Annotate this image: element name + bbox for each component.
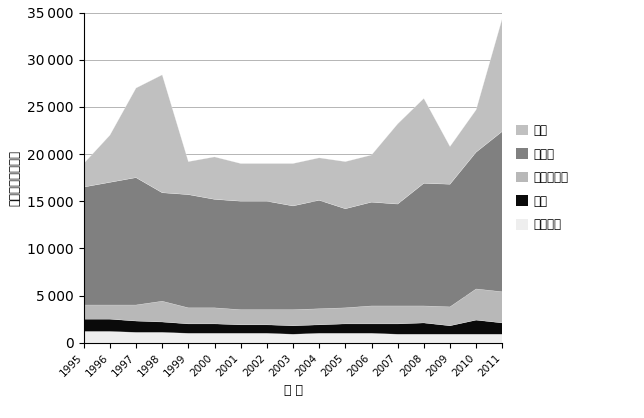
X-axis label: 年 份: 年 份: [283, 384, 303, 397]
Legend: 印度, 肯尼亚, 印度尼西亚, 中国, 斯里兰卡: 印度, 肯尼亚, 印度尼西亚, 中国, 斯里兰卡: [513, 120, 573, 235]
Y-axis label: 进口额（万美元）: 进口额（万美元）: [9, 150, 22, 206]
